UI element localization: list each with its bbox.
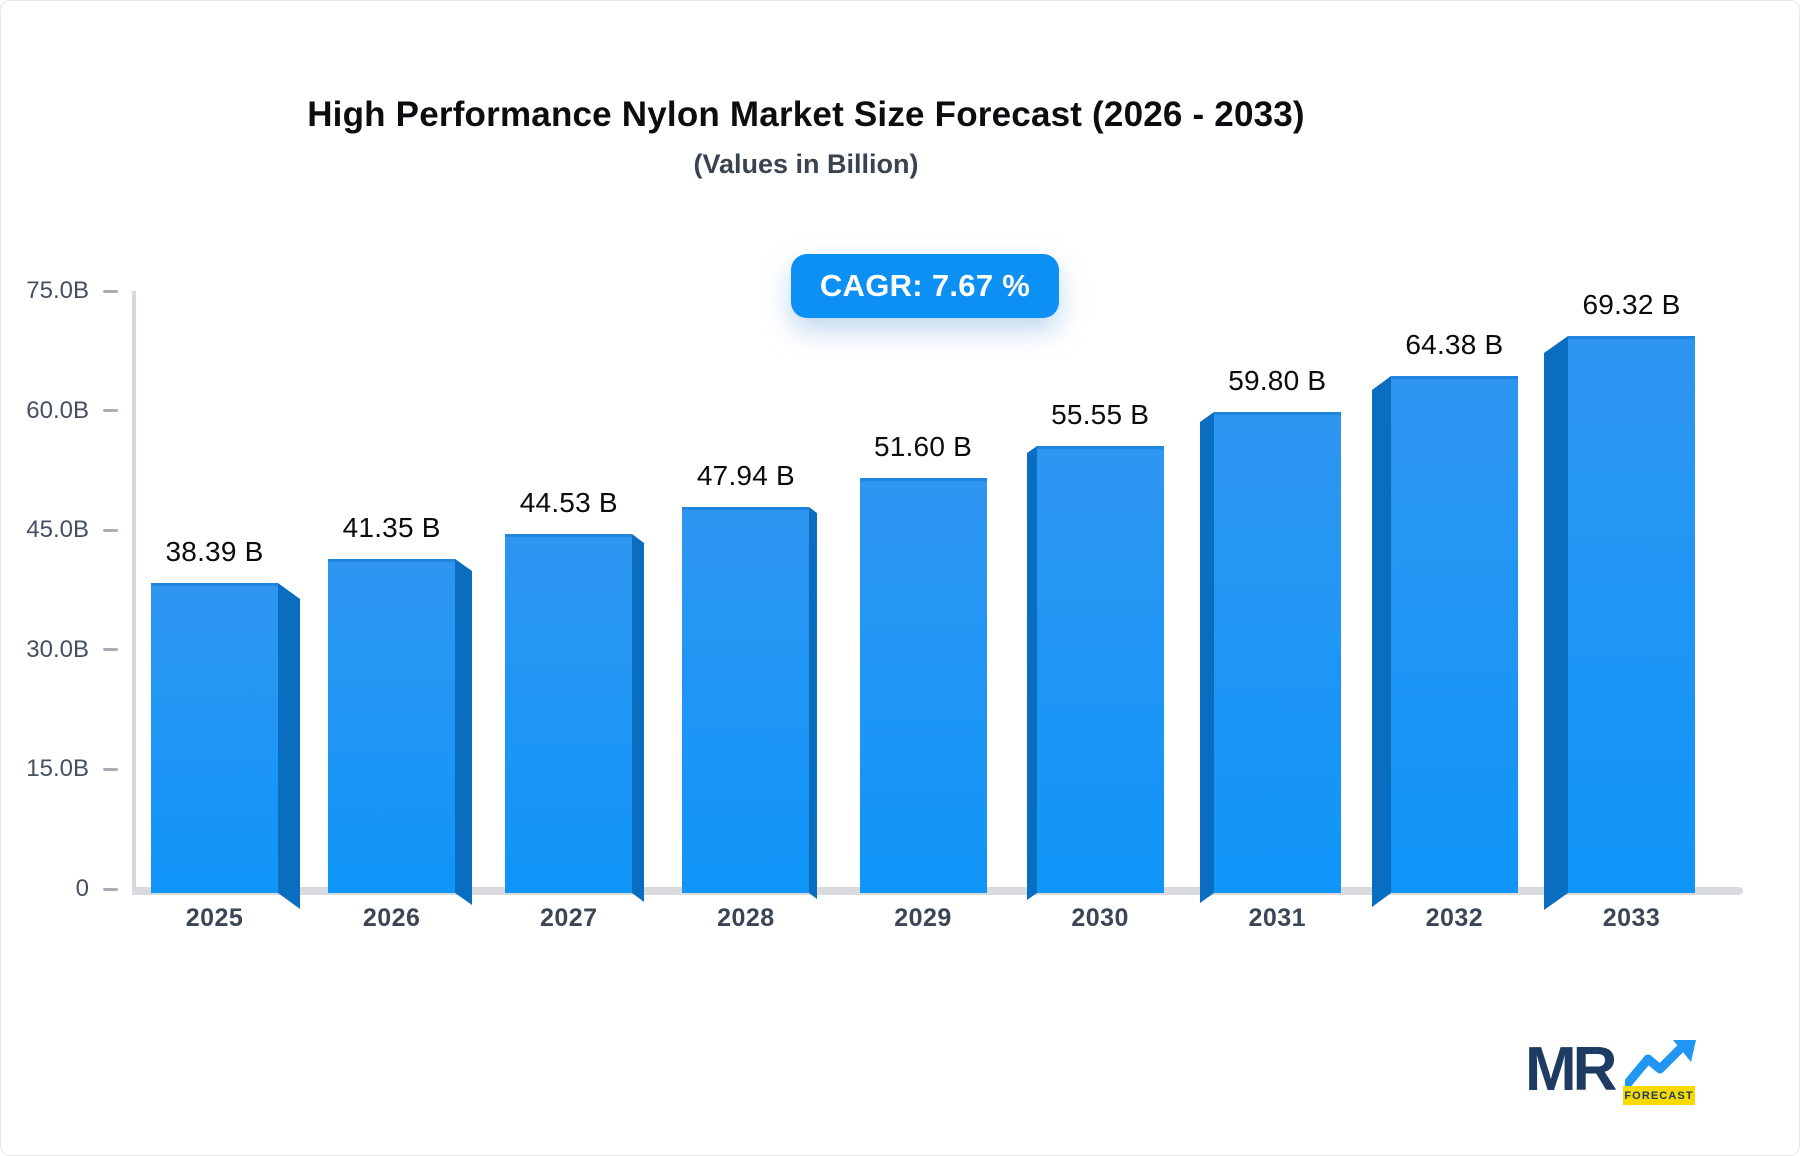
x-axis-label-2028: 2028 [717,904,775,932]
bar-2032 [1390,376,1518,893]
x-axis-label-2030: 2030 [1071,904,1129,932]
bar-side-face-2025 [278,583,300,909]
bar-value-label-2030: 55.55 B [1051,399,1150,430]
y-axis-tick-label: 75.0B [26,277,89,304]
chart-title: High Performance Nylon Market Size Forec… [307,95,1305,134]
y-axis-tick-label: 15.0B [26,755,89,783]
x-axis-label-2032: 2032 [1425,904,1484,932]
bar-value-label-2026: 41.35 B [342,512,441,543]
bar-value-label-2031: 59.80 B [1228,365,1327,396]
bar-2025 [151,583,278,893]
bar-value-label-2027: 44.53 B [519,487,618,518]
y-axis-tick-mark [103,289,118,293]
bar-side-face-2030 [1026,446,1037,900]
y-axis-tick-mark [103,767,118,771]
cagr-badge: CAGR: 7.67 % [791,254,1059,318]
y-axis-tick-mark [103,409,118,413]
bar-side-face-2032 [1371,376,1391,907]
bar-2027 [505,534,633,893]
bar-2031 [1213,412,1341,893]
y-axis-tick-mark [103,887,118,891]
y-axis-tick-label: 60.0B [26,396,89,424]
bar-value-label-2028: 47.94 B [696,460,795,491]
y-axis-tick-label: 30.0B [26,635,89,663]
bar-value-label-2033: 69.32 B [1582,289,1681,320]
logo-forecast-label: FORECAST [1623,1086,1695,1105]
bar-side-face-2027 [632,534,645,902]
x-axis-label-2029: 2029 [894,904,952,932]
bar-value-label-2032: 64.38 B [1405,329,1504,360]
x-axis-label-2031: 2031 [1248,904,1307,932]
bar-side-face-2031 [1199,412,1214,903]
x-axis-label-2033: 2033 [1602,904,1661,932]
y-axis-line [132,291,136,895]
x-axis-label-2027: 2027 [539,904,598,932]
bar-2026 [328,559,456,893]
bar-value-label-2029: 51.60 B [874,431,972,462]
chart-subtitle: (Values in Billion) [693,149,919,179]
bar-side-face-2028 [809,507,818,899]
bar-2028 [682,507,810,893]
y-axis-tick-mark [103,528,118,532]
bar-2030 [1036,446,1164,893]
y-axis-tick-mark [103,648,118,652]
bar-side-face-2026 [455,559,473,905]
y-axis-tick-label: 0 [75,875,89,902]
bar-2033 [1568,336,1695,893]
bar-2029 [859,478,987,893]
logo-trend-arrow-icon [1625,1040,1696,1086]
y-axis-tick-label: 45.0B [26,516,89,544]
bar-side-face-2033 [1544,336,1568,910]
logo-mr-text: MR [1525,1035,1617,1104]
x-axis-label-2026: 2026 [362,904,421,932]
mr-forecast-logo: MR FORECAST [1525,1034,1710,1114]
x-axis-label-2025: 2025 [185,904,244,932]
cagr-badge-label: CAGR: 7.67 % [819,268,1031,303]
bar-value-label-2025: 38.39 B [165,536,264,567]
